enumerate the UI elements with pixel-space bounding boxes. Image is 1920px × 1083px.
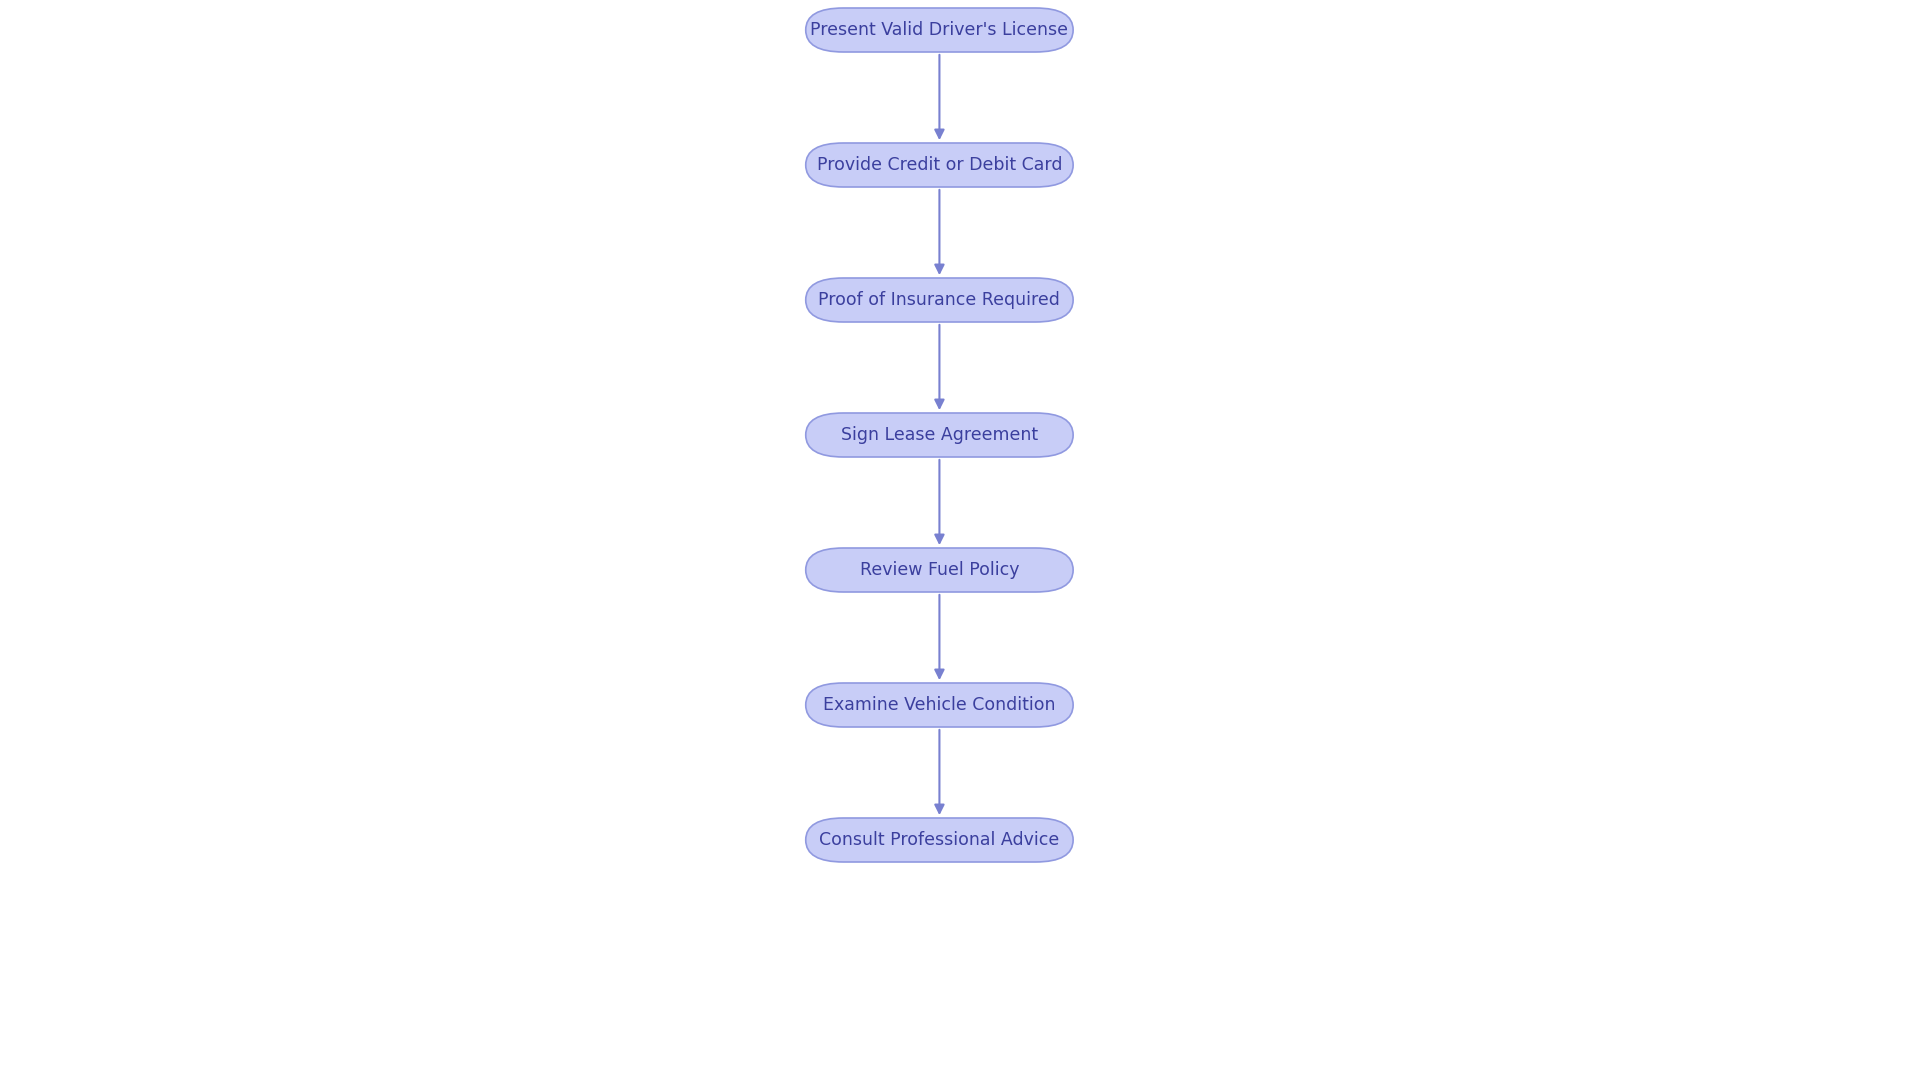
Text: Present Valid Driver's License: Present Valid Driver's License [810,21,1068,39]
FancyBboxPatch shape [806,548,1073,592]
Text: Provide Credit or Debit Card: Provide Credit or Debit Card [816,156,1062,174]
FancyBboxPatch shape [806,413,1073,457]
Text: Proof of Insurance Required: Proof of Insurance Required [818,291,1060,309]
FancyBboxPatch shape [806,818,1073,862]
FancyBboxPatch shape [806,8,1073,52]
Text: Examine Vehicle Condition: Examine Vehicle Condition [824,696,1056,714]
FancyBboxPatch shape [806,683,1073,727]
Text: Review Fuel Policy: Review Fuel Policy [860,561,1020,579]
FancyBboxPatch shape [806,143,1073,187]
FancyBboxPatch shape [806,278,1073,322]
Text: Sign Lease Agreement: Sign Lease Agreement [841,426,1039,444]
Text: Consult Professional Advice: Consult Professional Advice [820,831,1060,849]
